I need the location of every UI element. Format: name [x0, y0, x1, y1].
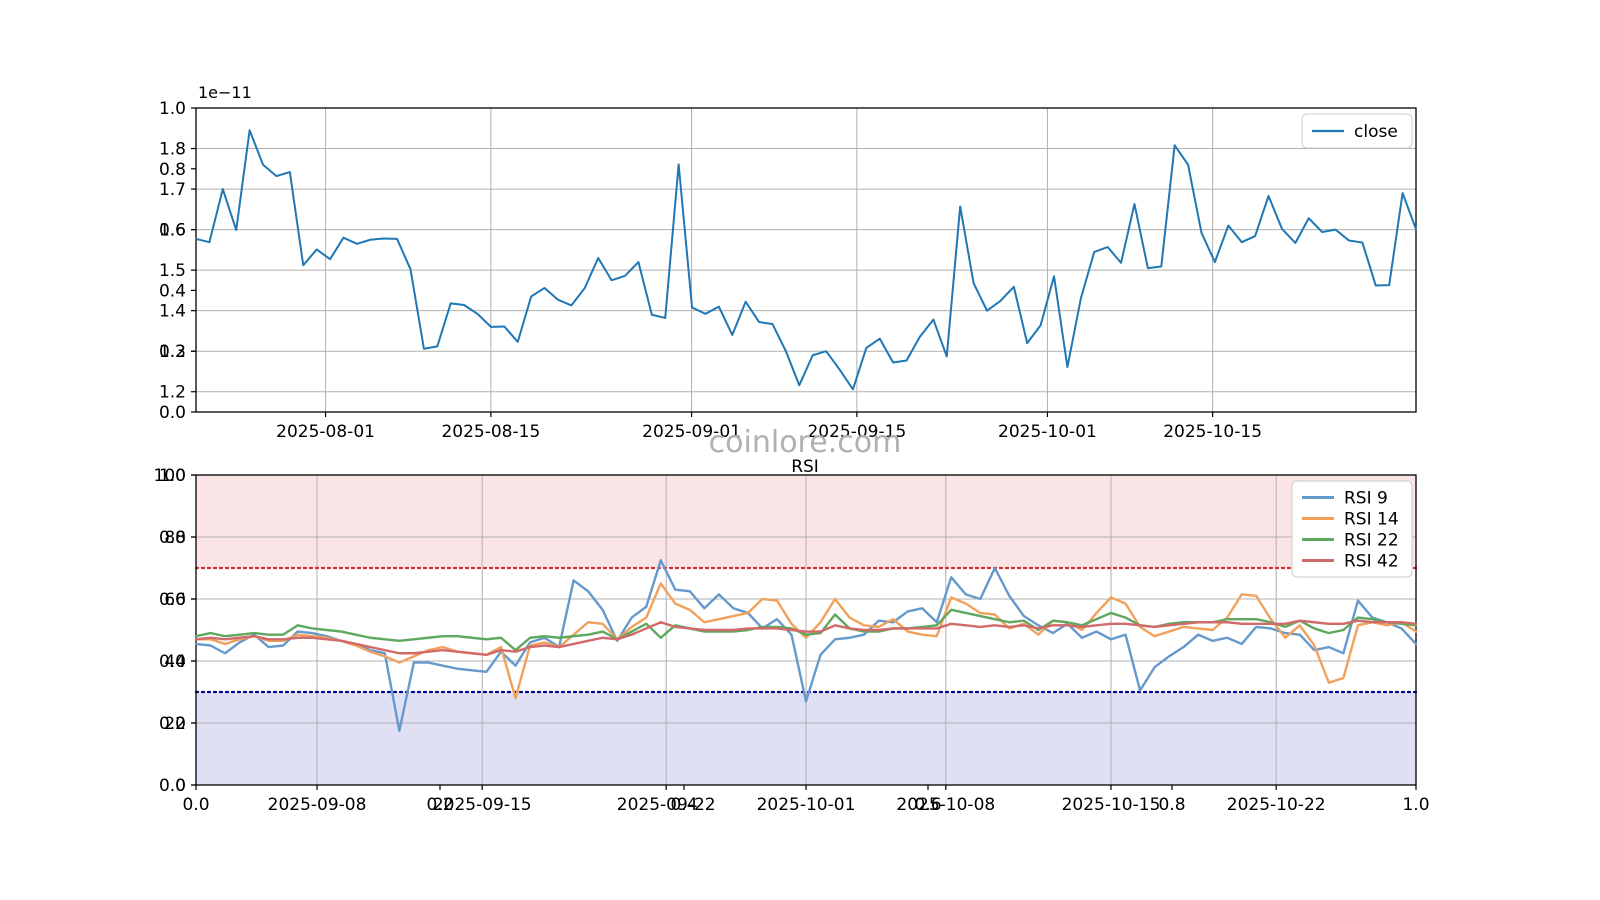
- overlay-y-tick-label: 1.0: [159, 99, 186, 119]
- y-tick-label: 1.7: [159, 180, 186, 200]
- x-tick-label: 2025-10-08: [896, 795, 995, 815]
- x-tick-label: 2025-09-15: [433, 795, 532, 815]
- y-tick-label: 100: [154, 466, 186, 486]
- price-chart-panel: 1e−11 1.2 1.3 1.4 1.5 1.6 1.7 1.8 0.0 0.2 0.4 0.6 0.…: [159, 83, 1417, 442]
- legend-box: [1291, 480, 1413, 578]
- close-price-line: [195, 129, 1417, 391]
- overlay-x-tick-label: 0.0: [182, 795, 209, 815]
- overlay-x-tick-label: 0.2: [426, 795, 453, 815]
- overlay-y-tick-label: 0.8: [159, 160, 186, 180]
- legend-label-close: close: [1354, 122, 1398, 142]
- y-tick-label: 0: [175, 776, 186, 796]
- legend-label-rsi-42: RSI 42: [1344, 552, 1399, 572]
- overlay-y-tick-label: 0.6: [159, 590, 186, 610]
- rsi-panel-title: RSI: [791, 457, 819, 477]
- overlay-x-tick-label: 0.4: [670, 795, 697, 815]
- legend-label-rsi-22: RSI 22: [1344, 531, 1399, 551]
- legend-label-rsi-14: RSI 14: [1344, 510, 1399, 530]
- x-tick-label: 2025-09-01: [642, 422, 741, 442]
- x-tick-label: 2025-09-15: [807, 422, 906, 442]
- x-tick-label: 2025-10-22: [1227, 795, 1326, 815]
- rsi-line-rsi-9: [194, 559, 1418, 732]
- x-tick-label: 2025-08-15: [441, 422, 540, 442]
- y-tick-label: 1.3: [159, 342, 186, 362]
- overlay-y-tick-label: 0.0: [159, 403, 186, 423]
- coinlore-watermark: coinlore.com: [709, 425, 902, 460]
- overlay-y-tick-label: 0.8: [159, 528, 186, 548]
- x-tick-label: 2025-10-15: [1062, 795, 1161, 815]
- overlay-x-tick-label: 0.6: [914, 795, 941, 815]
- x-tick-label: 2025-08-01: [276, 422, 375, 442]
- y-tick-label: 60: [164, 590, 186, 610]
- x-tick-label: 2025-10-01: [757, 795, 856, 815]
- x-tick-label: 2025-10-01: [998, 422, 1097, 442]
- price-legend[interactable]: close: [1301, 113, 1413, 149]
- overlay-y-tick-label: 0.4: [159, 652, 186, 672]
- overlay-x-tick-label: 1.0: [1402, 795, 1429, 815]
- overlay-y-tick-label: 0.2: [159, 714, 186, 734]
- y-tick-label: 1.8: [159, 140, 186, 160]
- overlay-y-tick-label: 0.4: [159, 281, 186, 301]
- x-tick-label: 2025-10-15: [1163, 422, 1262, 442]
- y-tick-label: 40: [164, 652, 186, 672]
- overlay-y-tick-label: 0.0: [159, 776, 186, 796]
- y-tick-label: 1.6: [159, 221, 186, 241]
- overlay-x-tick-label: 0.8: [1158, 795, 1185, 815]
- overlay-y-tick-label: 0.2: [159, 342, 186, 362]
- y-tick-label: 20: [164, 714, 186, 734]
- y-axis-offset-label: 1e−11: [198, 83, 252, 102]
- watermark-layer: coinlore.com: [709, 425, 902, 460]
- x-tick-label: 2025-09-08: [268, 795, 367, 815]
- x-tick-label: 2025-09-22: [617, 795, 716, 815]
- legend-label-rsi-9: RSI 9: [1344, 489, 1388, 509]
- rsi-line-rsi-14: [194, 582, 1418, 700]
- legend-box: [1301, 113, 1413, 149]
- y-tick-label: 1.4: [159, 302, 186, 322]
- rsi-line-rsi-42: [194, 619, 1418, 657]
- y-tick-label: 1.5: [159, 261, 186, 281]
- y-tick-label: 1.2: [159, 383, 186, 403]
- y-tick-label: 80: [164, 528, 186, 548]
- rsi-chart-panel: RSI 0 20 40 60 80 100 0.0 0.2 0.4 0.6 0.8 1.0 2025-09…: [154, 457, 1430, 815]
- overlay-y-tick-label: 0.6: [159, 221, 186, 241]
- overlay-y-tick-label: 1.0: [159, 466, 186, 486]
- price-plot-frame: [195, 107, 1417, 413]
